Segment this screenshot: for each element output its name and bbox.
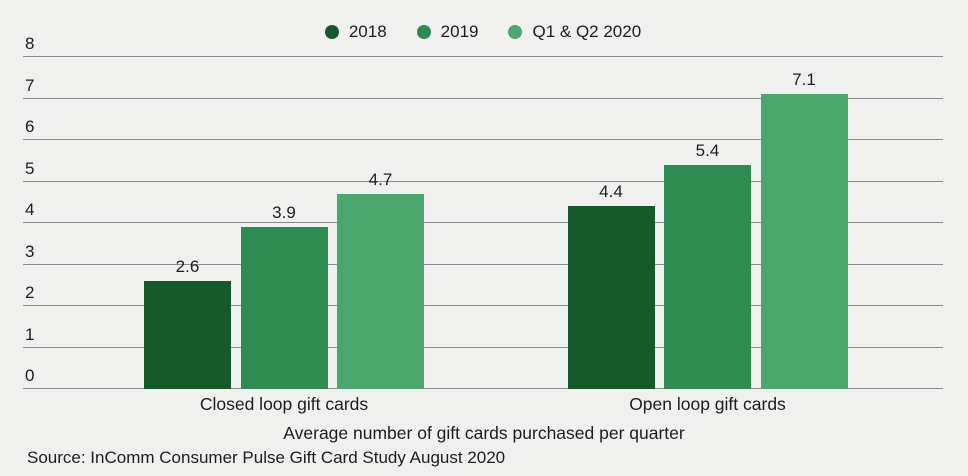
y-tick-label-4: 4 — [25, 200, 35, 219]
gridline-y2 — [23, 305, 943, 306]
legend-swatch-2019 — [416, 25, 431, 39]
y-tick-label-5: 5 — [25, 158, 35, 178]
legend-swatch-2018 — [324, 25, 339, 39]
bar-q1-q2-2020-open-loop-gift-cards — [760, 94, 848, 389]
legend-item-q1-q2-2020: Q1 & Q2 2020 — [508, 22, 641, 42]
y-tick-label-6: 6 — [25, 117, 35, 136]
bar-2018-closed-loop-gift-cards — [144, 281, 231, 389]
gridline-y4 — [23, 222, 943, 223]
bar-value-label-2018-open-loop-gift-cards: 4.4 — [599, 182, 623, 202]
plot-area: 0 1 2 3 4 5 6 7 8 2.6 3.9 4.7 4.4 5.4 7.1 — [23, 35, 943, 389]
y-tick-label-0: 0 — [25, 366, 35, 385]
gridline-y3 — [23, 263, 943, 265]
gridline-y1 — [23, 346, 943, 348]
gridline-y5 — [23, 180, 943, 182]
legend-label-2018: 2018 — [348, 22, 387, 41]
legend-item-2019: 2019 — [416, 22, 479, 42]
bar-2018-open-loop-gift-cards — [567, 206, 655, 389]
legend-item-2018: 2018 — [324, 22, 387, 42]
gridline-y7 — [23, 97, 943, 99]
source-note: Source: InComm Consumer Pulse Gift Card … — [27, 448, 506, 467]
bar-value-label-q1-q2-2020-closed-loop-gift-cards: 4.7 — [368, 169, 393, 189]
gridline-y0 — [23, 388, 943, 389]
legend-swatch-q1-q2-2020 — [508, 25, 523, 39]
bar-2019-closed-loop-gift-cards — [240, 227, 328, 389]
chart-legend: 2018 2019 Q1 & Q2 2020 — [23, 22, 943, 42]
y-tick-label-8: 8 — [25, 34, 35, 53]
y-tick-label-7: 7 — [25, 75, 35, 95]
legend-label-q1-q2-2020: Q1 & Q2 2020 — [532, 22, 642, 41]
bar-value-label-2018-closed-loop-gift-cards: 2.6 — [175, 257, 200, 277]
x-axis-title: Average number of gift cards purchased p… — [283, 423, 685, 443]
bar-q1-q2-2020-closed-loop-gift-cards — [337, 193, 424, 389]
y-tick-label-2: 2 — [25, 283, 35, 302]
bar-value-label-q1-q2-2020-open-loop-gift-cards: 7.1 — [792, 70, 816, 90]
y-tick-label-3: 3 — [25, 241, 35, 261]
y-tick-label-1: 1 — [25, 324, 35, 344]
category-label-closed-loop-gift-cards: Closed loop gift cards — [199, 394, 369, 414]
gridline-y6 — [23, 139, 943, 140]
bar-value-label-2019-open-loop-gift-cards: 5.4 — [695, 140, 720, 160]
bar-value-label-2019-closed-loop-gift-cards: 3.9 — [272, 203, 296, 223]
gridline-y8 — [23, 56, 943, 57]
category-label-open-loop-gift-cards: Open loop gift cards — [629, 394, 786, 414]
legend-label-2019: 2019 — [440, 22, 479, 41]
bar-2019-open-loop-gift-cards — [664, 164, 751, 389]
